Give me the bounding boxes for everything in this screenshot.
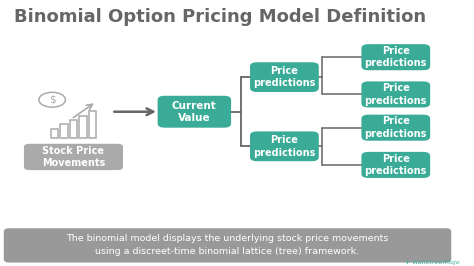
Text: Price
predictions: Price predictions — [365, 154, 427, 176]
FancyBboxPatch shape — [250, 131, 319, 161]
FancyBboxPatch shape — [361, 81, 430, 107]
FancyBboxPatch shape — [157, 96, 231, 128]
Text: Price
predictions: Price predictions — [365, 46, 427, 68]
FancyBboxPatch shape — [361, 115, 430, 141]
Text: The binomial model displays the underlying stock price movements
using a discree: The binomial model displays the underlyi… — [66, 234, 389, 256]
Text: $: $ — [49, 95, 55, 105]
FancyBboxPatch shape — [4, 228, 451, 263]
Text: ✛ WallStreetMojo: ✛ WallStreetMojo — [405, 259, 460, 265]
Text: Stock Price
Movements: Stock Price Movements — [42, 146, 105, 168]
Text: Price
predictions: Price predictions — [365, 117, 427, 139]
Bar — [79, 116, 87, 138]
FancyBboxPatch shape — [361, 152, 430, 178]
Bar — [51, 129, 58, 138]
Text: Binomial Option Pricing Model Definition: Binomial Option Pricing Model Definition — [14, 8, 426, 26]
Text: Price
predictions: Price predictions — [253, 135, 316, 157]
FancyBboxPatch shape — [250, 62, 319, 92]
Bar — [89, 111, 96, 138]
Text: Price
predictions: Price predictions — [253, 66, 316, 88]
FancyBboxPatch shape — [361, 44, 430, 70]
Bar — [60, 124, 68, 138]
Text: Current
Value: Current Value — [172, 101, 217, 123]
FancyBboxPatch shape — [24, 144, 123, 170]
Bar — [70, 120, 77, 138]
Text: Price
predictions: Price predictions — [365, 83, 427, 106]
